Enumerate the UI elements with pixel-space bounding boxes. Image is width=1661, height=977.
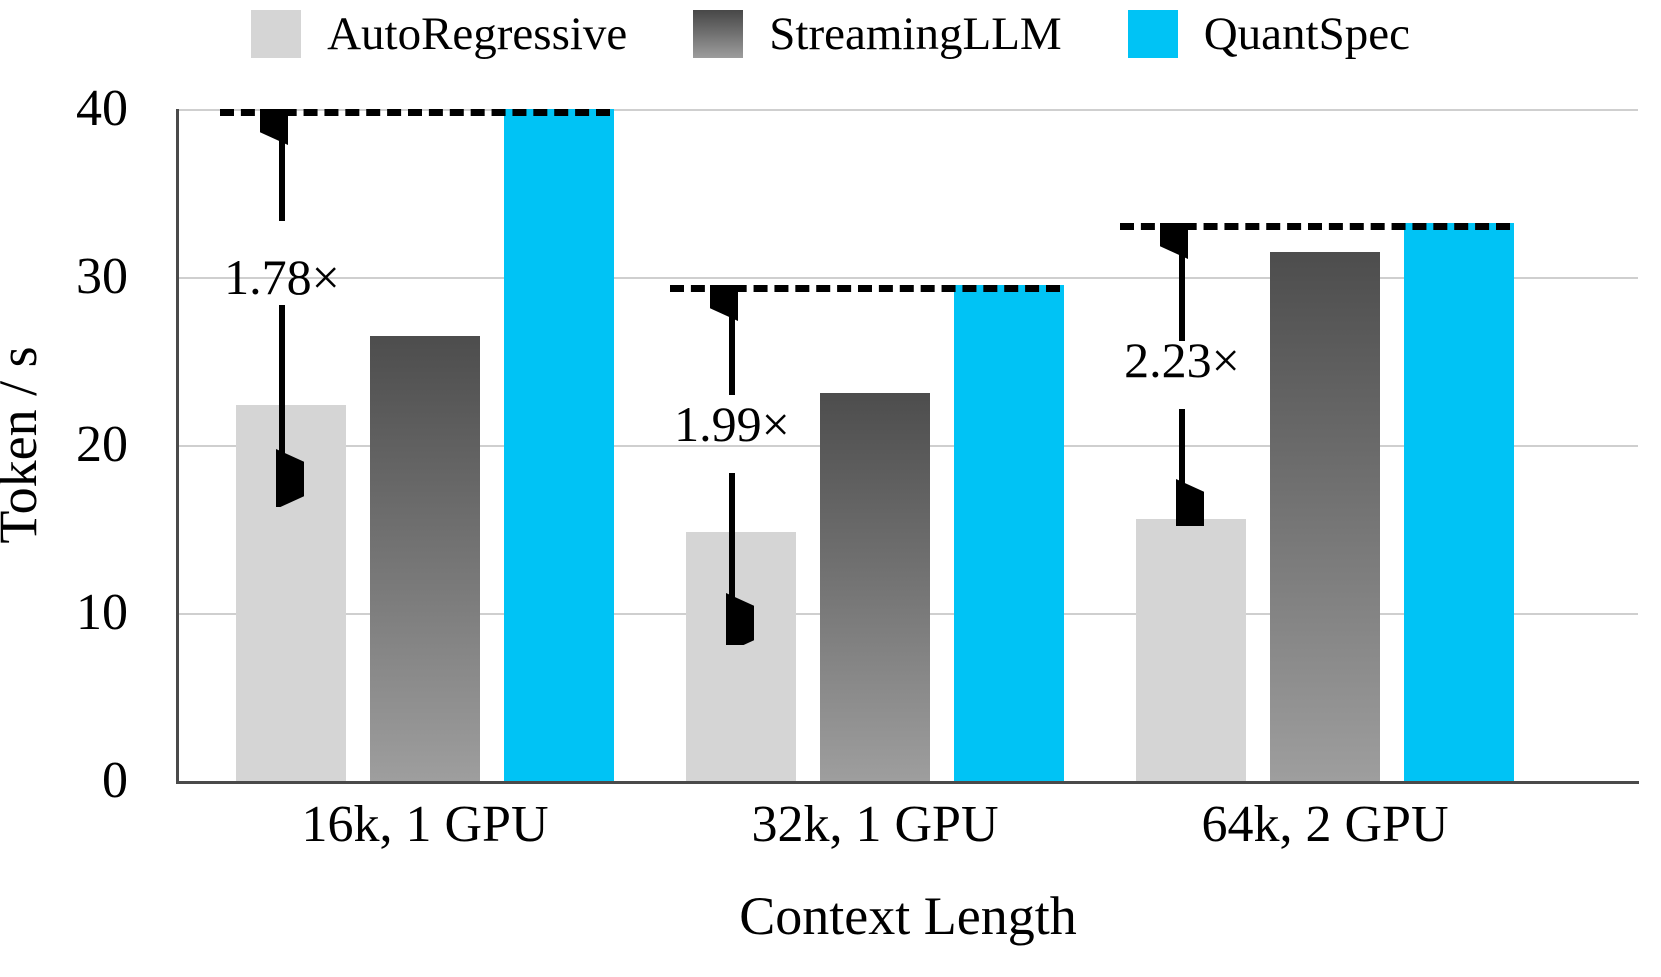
x-tick-32k: 32k, 1 GPU xyxy=(751,796,999,853)
y-axis-line xyxy=(176,109,179,784)
speedup-label-32k: 1.99× xyxy=(674,396,790,452)
y-tick-40: 40 xyxy=(76,80,128,137)
legend-swatch-quantspec xyxy=(1127,10,1178,58)
legend-swatch-streamingllm xyxy=(693,10,744,58)
plot-area: 40 30 20 10 0 Token / s xyxy=(0,83,1639,943)
bar-64k-streamingllm xyxy=(1270,252,1380,781)
speedup-label-16k: 1.78× xyxy=(224,249,340,305)
speedup-arrow-32k-lower xyxy=(726,473,754,645)
bar-32k-autoregressive xyxy=(686,532,796,781)
legend-swatch-autoregressive xyxy=(251,10,302,58)
y-tick-20: 20 xyxy=(76,416,128,473)
gridline-40 xyxy=(178,109,1638,111)
bar-64k-quantspec xyxy=(1404,223,1514,781)
y-tick-0: 0 xyxy=(102,752,128,809)
bar-64k-autoregressive xyxy=(1136,519,1246,781)
x-tick-64k: 64k, 2 GPU xyxy=(1201,796,1449,853)
x-tick-16k: 16k, 1 GPU xyxy=(301,796,549,853)
gridline-30 xyxy=(178,277,1638,279)
y-tick-10: 10 xyxy=(76,584,128,641)
legend-label-autoregressive: AutoRegressive xyxy=(327,7,628,60)
legend-item-autoregressive: AutoRegressive xyxy=(251,10,627,58)
legend-item-streamingllm: StreamingLLM xyxy=(693,7,1062,60)
speedup-label-64k: 2.23× xyxy=(1124,332,1240,388)
bar-32k-streamingllm xyxy=(820,393,930,781)
dashed-line-32k xyxy=(670,285,1060,292)
bar-16k-streamingllm xyxy=(370,336,480,781)
legend-item-quantspec: QuantSpec xyxy=(1127,7,1410,60)
bar-32k-quantspec xyxy=(954,285,1064,781)
y-axis-title: Token / s xyxy=(0,346,48,544)
legend-label-quantspec: QuantSpec xyxy=(1203,7,1410,60)
x-axis-line xyxy=(177,781,1639,784)
speedup-arrow-32k xyxy=(710,285,738,395)
chart-legend: AutoRegressive StreamingLLM QuantSpec xyxy=(0,0,1661,68)
bar-16k-quantspec xyxy=(504,109,614,781)
dashed-line-64k xyxy=(1120,223,1510,230)
x-axis-title: Context Length xyxy=(739,886,1077,946)
legend-label-streamingllm: StreamingLLM xyxy=(769,7,1062,60)
speedup-arrow-16k-lower xyxy=(276,305,304,507)
dashed-line-16k xyxy=(220,109,610,116)
speedup-arrow-16k xyxy=(260,109,288,221)
speedup-arrow-64k xyxy=(1160,223,1188,341)
speedup-arrow-64k-lower xyxy=(1176,409,1204,526)
y-tick-30: 30 xyxy=(76,248,128,305)
